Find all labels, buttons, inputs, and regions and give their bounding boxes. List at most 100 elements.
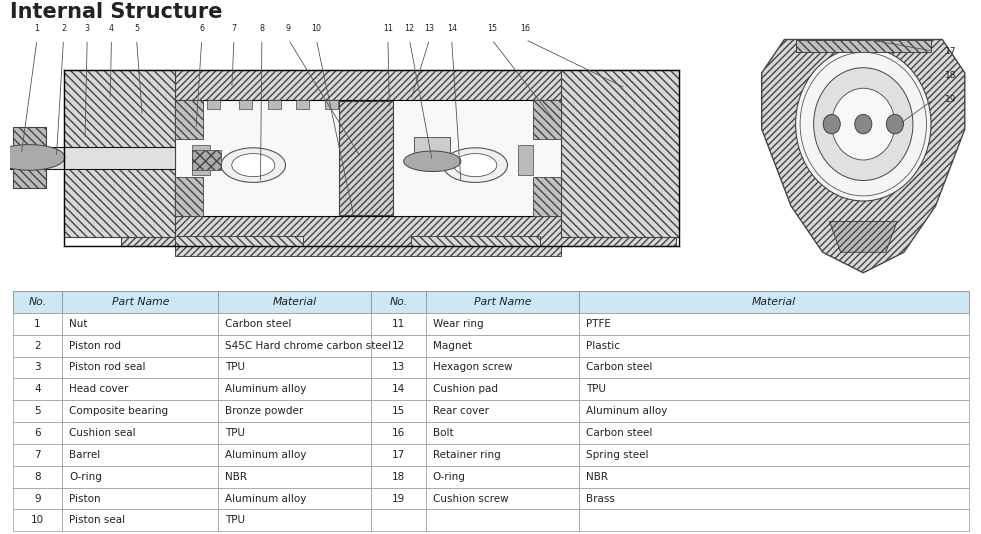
Text: 19: 19 [945,95,956,104]
Text: 18: 18 [945,71,956,80]
Text: 16: 16 [521,24,531,33]
Bar [219,379,372,400]
Text: Rear cover: Rear cover [433,406,489,416]
Bar [426,422,579,444]
Bar [426,291,579,313]
Text: Nut: Nut [70,319,88,329]
Text: Bronze powder: Bronze powder [226,406,303,416]
Text: 1: 1 [34,319,41,329]
Text: Magnet: Magnet [433,341,472,351]
Text: Aluminum alloy: Aluminum alloy [586,406,667,416]
Text: Retainer ring: Retainer ring [433,450,500,460]
Bar [13,291,63,313]
Text: 10: 10 [311,24,322,33]
Bar [13,379,63,400]
Bar [426,357,579,379]
Text: NBR: NBR [226,472,247,482]
Polygon shape [561,70,680,237]
Bar [339,101,393,215]
Bar [296,100,309,109]
Text: 14: 14 [446,24,457,33]
Bar [579,291,969,313]
Bar [219,357,372,379]
Circle shape [886,114,904,134]
Bar [372,488,426,509]
Text: 8: 8 [259,24,265,33]
Bar [219,509,372,531]
Text: 13: 13 [392,363,405,373]
Text: Cushion screw: Cushion screw [433,493,508,504]
Text: NBR: NBR [586,472,608,482]
Circle shape [823,114,841,134]
Polygon shape [830,222,898,252]
Bar [579,509,969,531]
Text: Head cover: Head cover [70,384,129,394]
Bar [579,335,969,357]
Text: Material: Material [273,297,317,307]
Bar [579,400,969,422]
Text: 19: 19 [392,493,405,504]
Bar [426,488,579,509]
Bar [372,422,426,444]
Bar [13,466,63,488]
Text: Piston rod: Piston rod [70,341,122,351]
Bar [63,422,219,444]
Text: 9: 9 [34,493,41,504]
Text: Part Name: Part Name [112,297,169,307]
Bar [268,100,281,109]
Bar [372,335,426,357]
Bar [207,100,220,109]
Bar [13,335,63,357]
Bar [426,313,579,335]
Text: 1: 1 [34,24,39,33]
Ellipse shape [454,154,496,177]
Text: 11: 11 [383,24,393,33]
Text: Composite bearing: Composite bearing [70,406,169,416]
Bar [13,357,63,379]
Bar [426,400,579,422]
Bar [372,357,426,379]
Bar [579,357,969,379]
Text: 11: 11 [392,319,405,329]
Bar [219,291,372,313]
Bar [579,488,969,509]
Ellipse shape [221,148,285,183]
Bar [372,291,426,313]
Bar [13,488,63,509]
Bar [372,444,426,466]
Text: Brass: Brass [586,493,615,504]
Text: Carbon steel: Carbon steel [226,319,291,329]
Bar [219,488,372,509]
Bar [63,400,219,422]
Text: Carbon steel: Carbon steel [586,363,652,373]
Circle shape [796,47,931,201]
Text: 12: 12 [404,24,415,33]
Text: TPU: TPU [226,428,245,438]
Text: TPU: TPU [586,384,606,394]
Bar [325,100,337,109]
Text: No.: No. [28,297,47,307]
Text: Plastic: Plastic [586,341,620,351]
Circle shape [813,68,913,180]
Bar [579,422,969,444]
Text: 8: 8 [34,472,41,482]
Text: Piston rod seal: Piston rod seal [70,363,146,373]
Ellipse shape [232,154,275,177]
Text: 7: 7 [34,450,41,460]
Text: 14: 14 [392,384,405,394]
Bar [63,444,219,466]
Bar [219,422,372,444]
Bar [579,313,969,335]
Text: 6: 6 [199,24,204,33]
Bar [63,357,219,379]
Bar [219,400,372,422]
Text: 3: 3 [34,363,41,373]
Text: 13: 13 [425,24,435,33]
Bar [411,235,540,246]
Text: 9: 9 [285,24,291,33]
Text: 4: 4 [109,24,114,33]
Text: 10: 10 [31,515,44,525]
Text: Aluminum alloy: Aluminum alloy [226,450,307,460]
Bar [533,100,561,139]
Bar [175,246,561,256]
